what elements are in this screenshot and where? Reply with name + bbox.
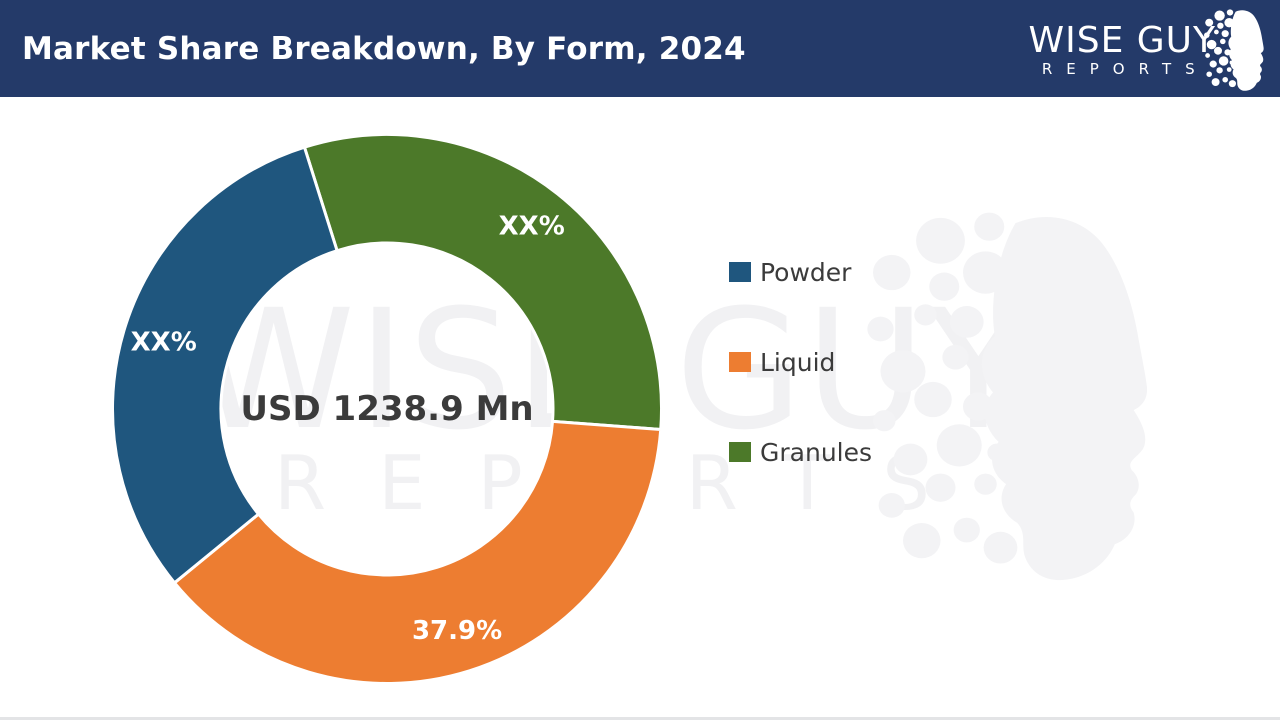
watermark-face-logo	[858, 202, 1158, 590]
segment-label-granules: XX%	[499, 211, 565, 241]
segment-label-liquid: 37.9%	[412, 616, 502, 646]
bottom-border-line	[0, 717, 1280, 720]
legend-item-liquid: Liquid	[729, 347, 872, 377]
donut-chart: XX% 37.9% XX% USD 1238.9 Mn	[110, 132, 664, 686]
logo-text: WISE GUY REPORTS	[1028, 19, 1217, 78]
legend-swatch-granules	[729, 442, 751, 462]
logo-face-icon	[1202, 7, 1266, 93]
legend-label-liquid: Liquid	[760, 347, 836, 377]
donut-segment-liquid	[173, 419, 663, 685]
header-bar: Market Share Breakdown, By Form, 2024 WI…	[0, 0, 1280, 97]
segment-label-powder: XX%	[131, 327, 197, 357]
donut-segment-powder	[111, 145, 339, 585]
chart-center-value: USD 1238.9 Mn	[240, 389, 533, 429]
legend-label-powder: Powder	[760, 257, 852, 287]
wise-guy-reports-logo: WISE GUY REPORTS	[1029, 7, 1267, 93]
chart-legend: Powder Liquid Granules	[729, 257, 872, 467]
donut-slices: XX% 37.9% XX%	[111, 133, 663, 685]
legend-item-granules: Granules	[729, 437, 872, 467]
page-title: Market Share Breakdown, By Form, 2024	[22, 30, 746, 67]
legend-label-granules: Granules	[760, 437, 873, 467]
legend-item-powder: Powder	[729, 257, 872, 287]
legend-swatch-powder	[729, 262, 751, 282]
donut-segment-granules	[302, 133, 663, 431]
logo-subtitle: REPORTS	[1041, 59, 1209, 78]
legend-swatch-liquid	[729, 352, 751, 372]
logo-wordmark: WISE GUY	[1028, 19, 1216, 61]
